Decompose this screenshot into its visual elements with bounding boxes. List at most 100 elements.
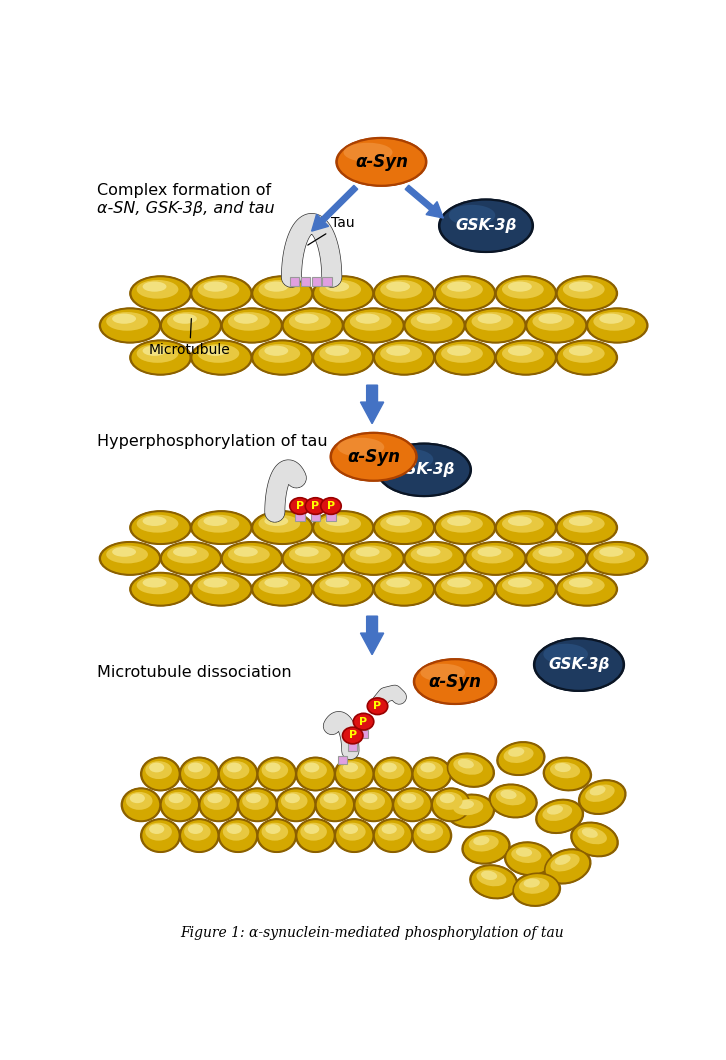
Ellipse shape (472, 312, 513, 331)
Ellipse shape (350, 546, 391, 564)
Ellipse shape (463, 831, 509, 864)
Ellipse shape (129, 571, 192, 606)
Ellipse shape (295, 757, 336, 792)
Ellipse shape (130, 793, 145, 803)
Ellipse shape (227, 825, 242, 834)
Ellipse shape (251, 571, 314, 606)
Ellipse shape (579, 780, 625, 814)
Ellipse shape (525, 541, 587, 576)
Ellipse shape (374, 572, 434, 605)
Ellipse shape (557, 277, 616, 311)
Ellipse shape (311, 276, 375, 312)
Ellipse shape (498, 742, 544, 775)
Ellipse shape (513, 873, 560, 905)
Ellipse shape (504, 842, 553, 877)
Ellipse shape (502, 344, 544, 363)
Ellipse shape (417, 547, 441, 556)
Ellipse shape (403, 541, 466, 576)
Ellipse shape (557, 340, 616, 374)
Ellipse shape (431, 788, 472, 823)
Ellipse shape (557, 572, 616, 605)
Ellipse shape (228, 546, 270, 564)
Ellipse shape (494, 571, 558, 606)
Ellipse shape (136, 515, 179, 533)
Ellipse shape (253, 572, 312, 605)
Ellipse shape (436, 792, 462, 810)
Ellipse shape (526, 542, 586, 575)
Ellipse shape (550, 762, 580, 778)
Ellipse shape (281, 792, 308, 810)
Ellipse shape (447, 346, 471, 356)
Ellipse shape (441, 577, 483, 595)
FancyBboxPatch shape (359, 729, 368, 738)
Ellipse shape (543, 643, 588, 665)
Ellipse shape (311, 571, 375, 606)
Ellipse shape (593, 312, 635, 331)
Ellipse shape (145, 823, 172, 841)
Ellipse shape (184, 823, 211, 841)
Ellipse shape (335, 137, 428, 187)
Ellipse shape (502, 515, 544, 533)
Ellipse shape (599, 547, 623, 556)
Ellipse shape (465, 308, 525, 342)
Ellipse shape (534, 638, 624, 691)
FancyBboxPatch shape (311, 277, 321, 286)
Ellipse shape (555, 339, 618, 375)
Ellipse shape (386, 346, 410, 356)
Text: Complex formation of: Complex formation of (97, 182, 271, 197)
Ellipse shape (470, 865, 517, 898)
Ellipse shape (142, 578, 166, 587)
Ellipse shape (106, 312, 148, 331)
Ellipse shape (121, 788, 162, 823)
Ellipse shape (344, 308, 404, 342)
Ellipse shape (542, 757, 592, 792)
Ellipse shape (544, 758, 590, 791)
Ellipse shape (439, 199, 532, 252)
Ellipse shape (142, 282, 166, 292)
Ellipse shape (258, 819, 295, 852)
Ellipse shape (374, 277, 434, 311)
Ellipse shape (304, 825, 319, 834)
Ellipse shape (264, 282, 288, 292)
Ellipse shape (504, 746, 534, 763)
Ellipse shape (582, 828, 597, 837)
Ellipse shape (129, 339, 192, 375)
Ellipse shape (489, 783, 538, 818)
Ellipse shape (478, 314, 502, 323)
Ellipse shape (282, 541, 344, 576)
Ellipse shape (325, 346, 349, 356)
Ellipse shape (161, 789, 199, 822)
Ellipse shape (387, 448, 433, 470)
Ellipse shape (188, 825, 203, 834)
Ellipse shape (457, 800, 474, 809)
Ellipse shape (319, 344, 361, 363)
Ellipse shape (129, 276, 192, 312)
Ellipse shape (314, 277, 373, 311)
Ellipse shape (314, 511, 373, 544)
Ellipse shape (505, 843, 552, 874)
Ellipse shape (508, 516, 532, 526)
Ellipse shape (372, 571, 436, 606)
Ellipse shape (325, 282, 349, 292)
Ellipse shape (228, 312, 270, 331)
Ellipse shape (264, 516, 288, 526)
Ellipse shape (539, 547, 562, 556)
Ellipse shape (481, 870, 497, 880)
Ellipse shape (335, 819, 373, 852)
Ellipse shape (496, 340, 555, 374)
Ellipse shape (145, 761, 172, 779)
Ellipse shape (160, 541, 222, 576)
Ellipse shape (253, 511, 312, 544)
Ellipse shape (339, 761, 366, 779)
Ellipse shape (446, 753, 495, 788)
Ellipse shape (525, 307, 587, 343)
Ellipse shape (453, 799, 484, 815)
Ellipse shape (569, 516, 592, 526)
Text: α-Syn: α-Syn (355, 153, 408, 171)
Ellipse shape (433, 276, 497, 312)
Ellipse shape (411, 312, 452, 331)
Ellipse shape (256, 757, 297, 792)
Ellipse shape (253, 340, 312, 374)
Ellipse shape (319, 577, 361, 595)
Ellipse shape (197, 515, 240, 533)
